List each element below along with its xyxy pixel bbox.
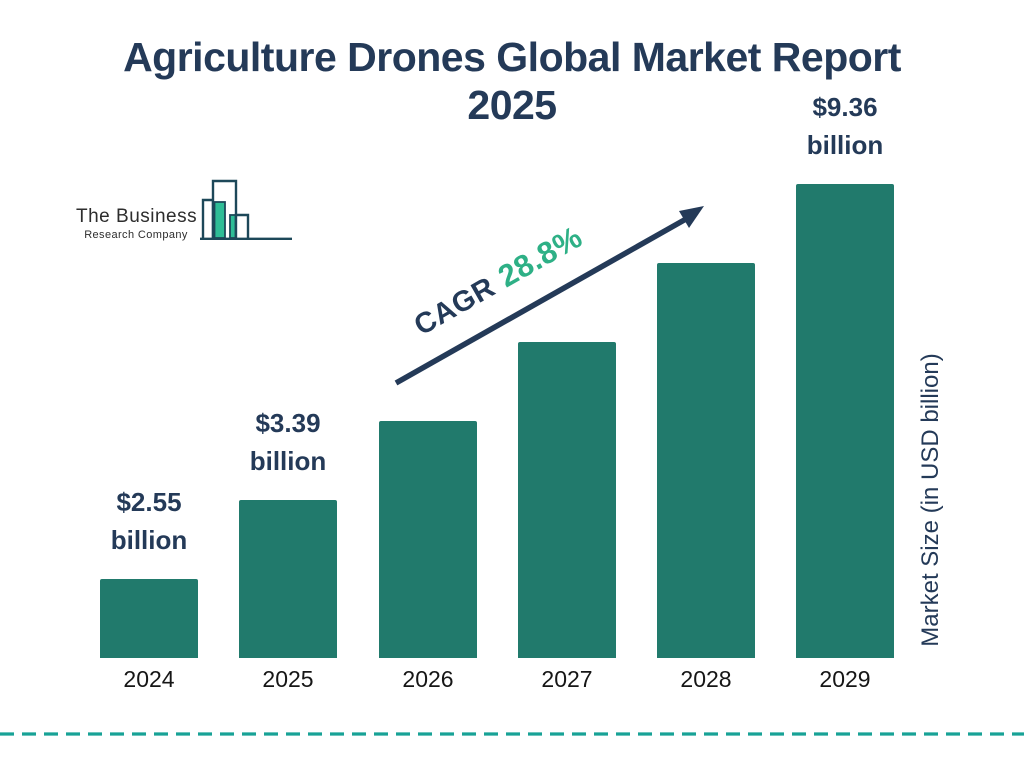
value-amount: $3.39 bbox=[255, 408, 321, 438]
x-tick-label-2028: 2028 bbox=[680, 666, 732, 692]
x-tick-label-2024: 2024 bbox=[123, 666, 175, 692]
bar-2029 bbox=[796, 184, 894, 658]
value-unit: billion bbox=[110, 525, 188, 555]
value-label-2029: $9.36 billion bbox=[807, 88, 884, 164]
bar-2028 bbox=[657, 263, 755, 658]
value-label-2024: $2.55 billion bbox=[111, 483, 188, 559]
bar-2024 bbox=[100, 579, 198, 658]
cagr-label: CAGR bbox=[408, 271, 501, 343]
x-tick-label-2029: 2029 bbox=[819, 666, 871, 692]
page-title-line2: 2025 bbox=[467, 81, 557, 128]
page-title-line1: Agriculture Drones Global Market Report bbox=[123, 34, 901, 80]
x-tick-label-2025: 2025 bbox=[262, 666, 314, 692]
value-label-2025: $3.39 billion bbox=[250, 404, 327, 480]
x-tick-label-2026: 2026 bbox=[402, 666, 454, 692]
value-unit: billion bbox=[806, 130, 884, 160]
bar-chart-logo-icon bbox=[200, 179, 292, 240]
y-axis-label: Market Size (in USD billion) bbox=[917, 353, 944, 647]
bar-2025 bbox=[239, 500, 337, 658]
bar-2026 bbox=[379, 421, 477, 658]
value-unit: billion bbox=[249, 446, 327, 476]
page-title: Agriculture Drones Global Market Report … bbox=[0, 34, 1024, 129]
cagr-value: 28.8% bbox=[492, 219, 589, 295]
company-logo: The Business Research Company bbox=[76, 178, 295, 242]
x-tick-label-2027: 2027 bbox=[541, 666, 593, 692]
company-logo-text: The Business Research Company bbox=[76, 206, 198, 241]
bar-2027 bbox=[518, 342, 616, 658]
value-amount: $9.36 bbox=[812, 92, 878, 122]
cagr-annotation: CAGR28.8% bbox=[407, 219, 588, 343]
bottom-dashed-divider bbox=[0, 732, 1024, 736]
value-amount: $2.55 bbox=[116, 487, 182, 517]
company-subtitle: Research Company bbox=[84, 229, 188, 241]
company-name: The Business bbox=[76, 206, 198, 227]
